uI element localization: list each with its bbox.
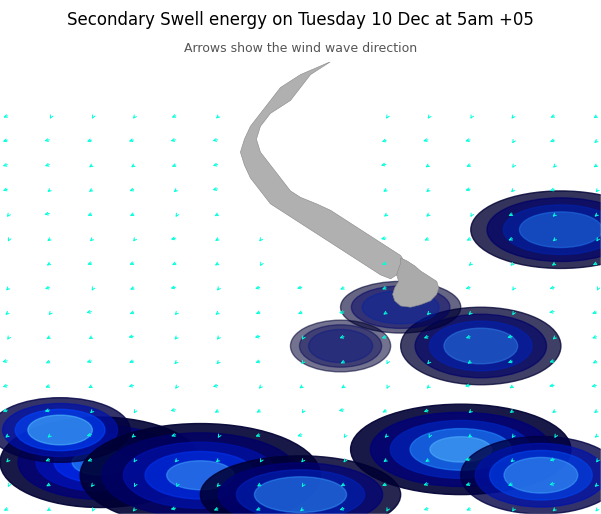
Ellipse shape bbox=[390, 420, 531, 479]
Ellipse shape bbox=[490, 450, 592, 500]
Ellipse shape bbox=[123, 442, 277, 508]
Ellipse shape bbox=[54, 442, 146, 483]
Ellipse shape bbox=[166, 461, 234, 490]
Text: Arrows show the wind wave direction: Arrows show the wind wave direction bbox=[184, 42, 417, 54]
Ellipse shape bbox=[80, 424, 320, 514]
Ellipse shape bbox=[415, 314, 546, 378]
Ellipse shape bbox=[471, 191, 601, 268]
Ellipse shape bbox=[290, 320, 391, 372]
Ellipse shape bbox=[145, 451, 255, 499]
Polygon shape bbox=[240, 62, 404, 279]
Ellipse shape bbox=[0, 417, 200, 507]
Ellipse shape bbox=[487, 198, 601, 262]
Ellipse shape bbox=[308, 329, 373, 362]
Ellipse shape bbox=[341, 281, 461, 333]
Ellipse shape bbox=[504, 457, 578, 493]
Ellipse shape bbox=[401, 307, 561, 385]
Ellipse shape bbox=[2, 403, 118, 456]
Ellipse shape bbox=[370, 412, 551, 486]
Ellipse shape bbox=[36, 433, 164, 491]
Polygon shape bbox=[392, 258, 439, 307]
Ellipse shape bbox=[18, 425, 182, 500]
Ellipse shape bbox=[350, 404, 571, 494]
Ellipse shape bbox=[15, 409, 105, 451]
Ellipse shape bbox=[200, 456, 401, 514]
Ellipse shape bbox=[0, 398, 130, 462]
Ellipse shape bbox=[475, 444, 601, 507]
Ellipse shape bbox=[430, 321, 532, 371]
Ellipse shape bbox=[72, 450, 128, 475]
Ellipse shape bbox=[218, 463, 383, 514]
Text: Secondary Swell energy on Tuesday 10 Dec at 5am +05: Secondary Swell energy on Tuesday 10 Dec… bbox=[67, 11, 534, 29]
Ellipse shape bbox=[461, 436, 601, 514]
Ellipse shape bbox=[430, 437, 492, 462]
Ellipse shape bbox=[362, 291, 439, 324]
Ellipse shape bbox=[352, 286, 450, 328]
Ellipse shape bbox=[28, 415, 93, 445]
Ellipse shape bbox=[444, 328, 517, 364]
Ellipse shape bbox=[299, 325, 382, 367]
Ellipse shape bbox=[503, 205, 601, 254]
Ellipse shape bbox=[236, 470, 365, 514]
Ellipse shape bbox=[102, 433, 299, 514]
Ellipse shape bbox=[410, 429, 511, 470]
Ellipse shape bbox=[519, 212, 601, 248]
Ellipse shape bbox=[254, 477, 347, 512]
